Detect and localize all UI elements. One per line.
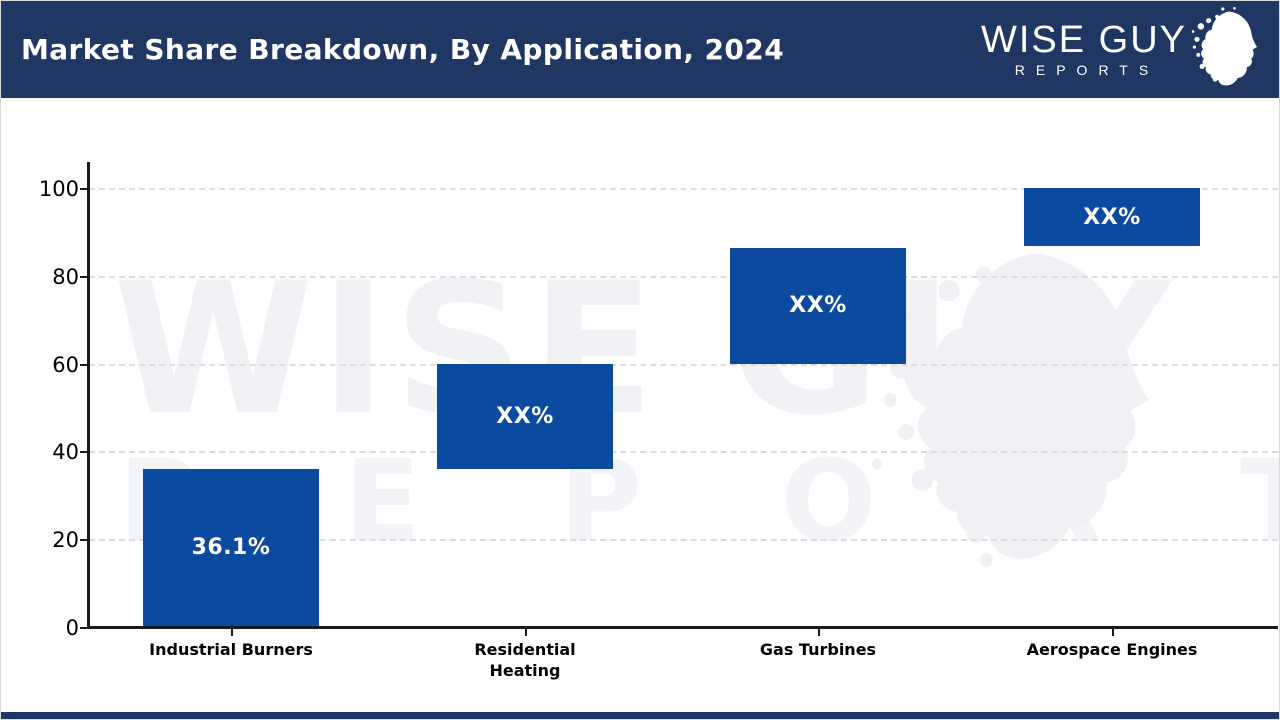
- x-tick-mark-2: [525, 628, 527, 636]
- bar-industrial-burners: 36.1%: [143, 468, 319, 627]
- x-category-label: Industrial Burners: [149, 640, 313, 659]
- bar-value-label: XX%: [496, 403, 554, 429]
- gridline-100: [89, 188, 1278, 190]
- bar-value-label: XX%: [1083, 204, 1141, 230]
- footer-band: [1, 712, 1279, 719]
- bar-residential-heating: XX%: [437, 363, 613, 469]
- x-tick-mark-3: [818, 628, 820, 636]
- y-axis-line: [87, 162, 90, 629]
- y-tick-label-0: 0: [65, 616, 79, 640]
- logo-head-icon: [1191, 7, 1258, 86]
- y-tick-label-100: 100: [38, 177, 79, 201]
- y-tick-mark-80: [80, 275, 89, 278]
- bar-value-label: 36.1%: [191, 535, 271, 561]
- chart-title: Market Share Breakdown, By Application, …: [21, 33, 785, 66]
- x-tick-mark-4: [1112, 628, 1114, 636]
- x-axis-line: [87, 626, 1278, 629]
- x-tick-mark-1: [231, 628, 233, 636]
- y-tick-mark-20: [80, 539, 89, 542]
- gridline-20: [89, 539, 1278, 542]
- plot-area: WISE GUY R E P O R T S 02040608010036.1%…: [1, 98, 1279, 719]
- header-band: Market Share Breakdown, By Application, …: [1, 1, 1279, 98]
- x-category-label: Aerospace Engines: [1026, 640, 1198, 659]
- bar-gas-turbines: XX%: [730, 248, 906, 364]
- watermark-head-icon: [871, 253, 1149, 567]
- wise-guy-logo: WISE GUY REPORTS: [981, 7, 1267, 91]
- y-tick-label-40: 40: [52, 440, 79, 465]
- gridline-60: [89, 363, 1278, 366]
- y-tick-label-20: 20: [52, 528, 79, 553]
- y-tick-mark-0: [80, 627, 89, 629]
- y-tick-mark-60: [80, 363, 89, 366]
- logo-text: WISE GUY REPORTS: [980, 18, 1187, 79]
- gridline-40: [89, 451, 1278, 454]
- y-tick-mark-100: [80, 188, 89, 190]
- x-category-label: Residential Heating: [474, 640, 576, 680]
- logo-wordmark: WISE GUY: [980, 18, 1187, 61]
- gridline-80: [89, 275, 1278, 278]
- logo-subtitle: REPORTS: [1014, 62, 1160, 79]
- y-tick-label-60: 60: [52, 352, 79, 377]
- bar-value-label: XX%: [789, 293, 847, 319]
- y-tick-mark-40: [80, 451, 89, 454]
- x-category-label: Gas Turbines: [759, 640, 877, 659]
- bar-aerospace-engines: XX%: [1024, 188, 1200, 247]
- y-tick-label-80: 80: [52, 264, 79, 289]
